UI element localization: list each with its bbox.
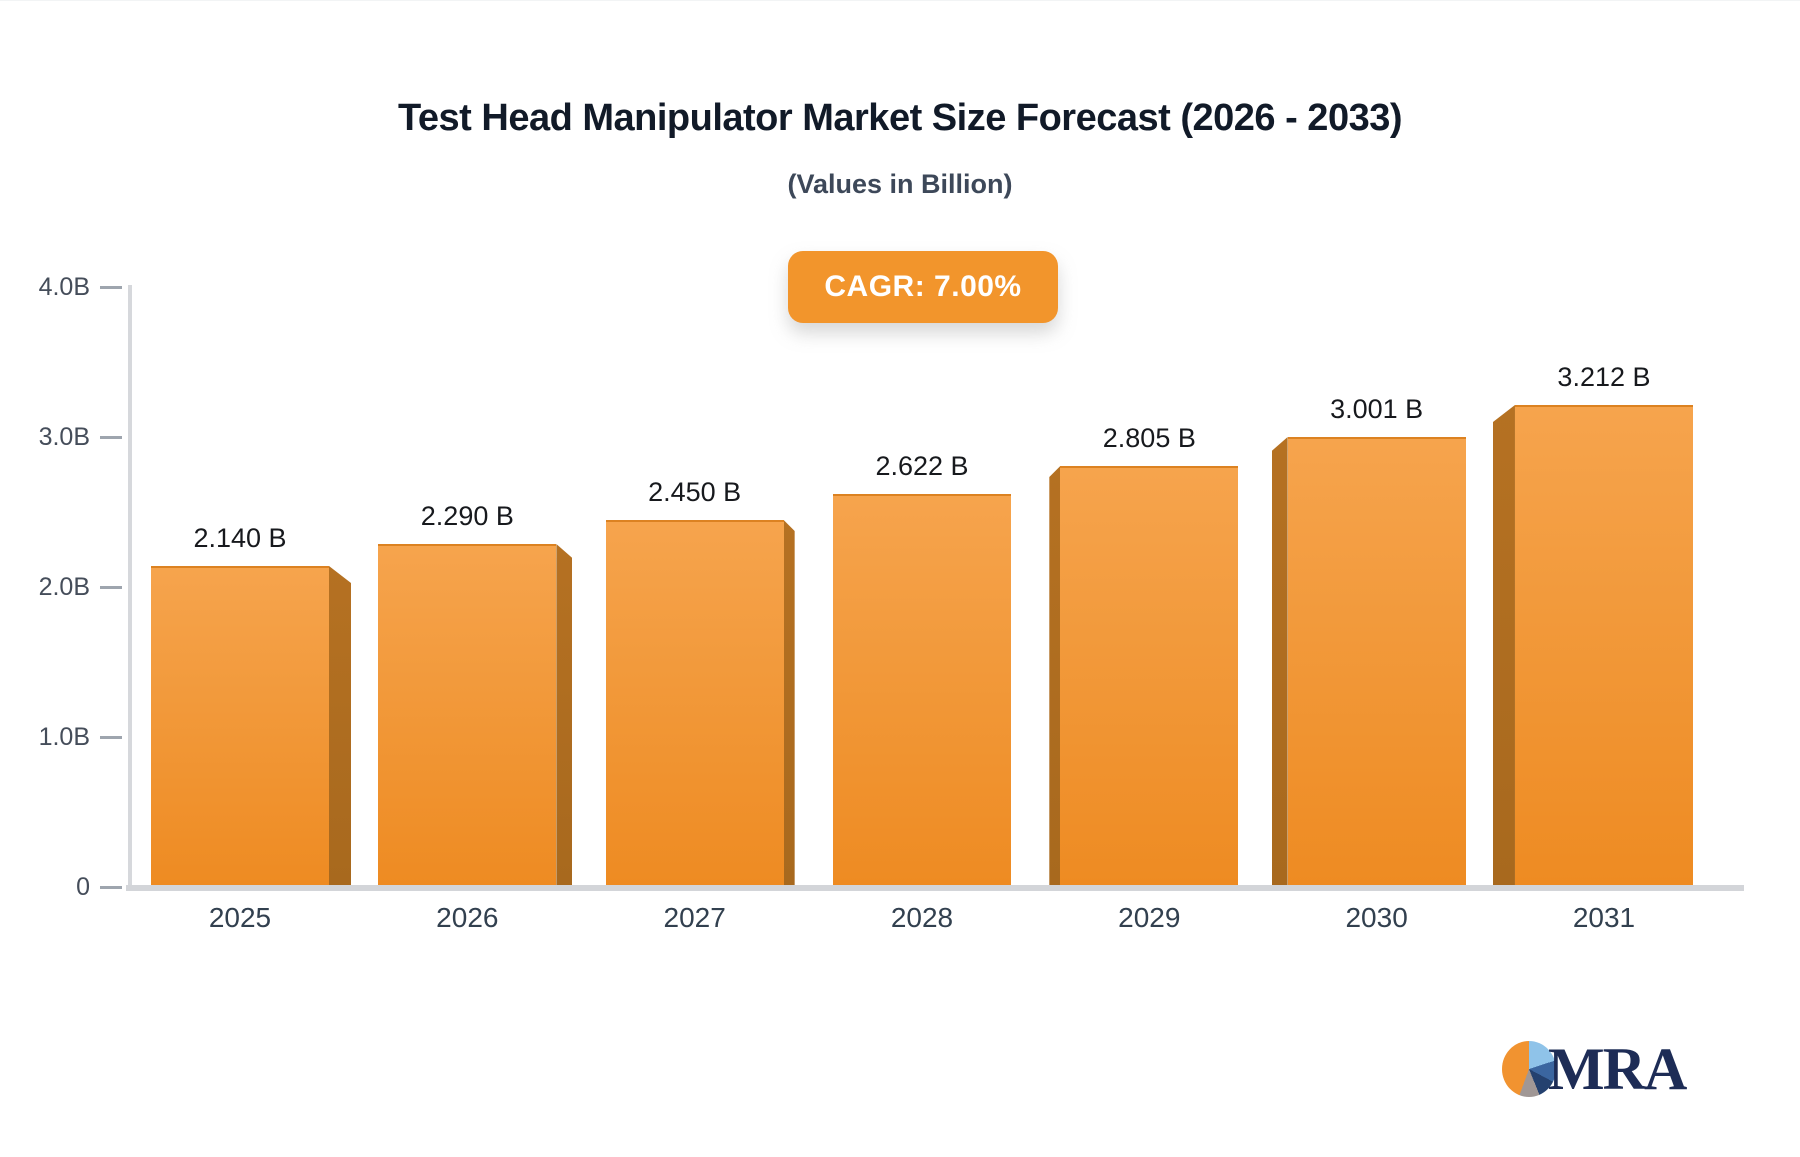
bar-year-label: 2030: [1345, 902, 1408, 933]
bar: [832, 494, 1011, 885]
bar-year-label: 2027: [663, 902, 726, 933]
bar-side-face: [1271, 437, 1288, 885]
bar-value-label: 2.805 B: [1102, 423, 1196, 453]
bar-value-label: 2.140 B: [193, 523, 287, 553]
y-tick-label: 1.0B: [38, 723, 90, 751]
bar-value-label: 2.290 B: [420, 501, 514, 531]
bar: [1060, 466, 1239, 885]
bar-value-label: 3.212 B: [1557, 362, 1651, 392]
brand-logo: MRA: [1502, 1036, 1687, 1102]
bar-year-label: 2025: [208, 902, 272, 933]
bar-year-label: 2031: [1572, 902, 1636, 933]
y-tick-label: 3.0B: [38, 423, 90, 451]
chart-subtitle: (Values in Billion): [787, 169, 1013, 199]
bar-side-face: [329, 566, 351, 885]
y-tick-label: 2.0B: [38, 573, 90, 601]
brand-logo-text: MRA: [1548, 1036, 1687, 1102]
y-axis-line: [128, 285, 132, 890]
bar: [1287, 437, 1466, 885]
y-tick: [100, 286, 122, 289]
bar: [605, 520, 784, 885]
bar-value-label: 3.001 B: [1330, 394, 1424, 424]
y-tick-label: 0: [76, 873, 90, 901]
y-tick: [100, 886, 122, 889]
bar-year-label: 2028: [890, 902, 954, 933]
cagr-badge-label: CAGR: 7.00%: [824, 270, 1022, 303]
pie-chart-logo-icon: [1502, 1041, 1556, 1097]
y-tick: [100, 586, 122, 589]
bar-value-label: 2.622 B: [875, 451, 969, 481]
bar: [1514, 405, 1693, 885]
bar: [151, 566, 329, 885]
chart-title: Test Head Manipulator Market Size Foreca…: [398, 97, 1403, 139]
bar-side-face: [1492, 405, 1515, 885]
bar-side-face: [556, 544, 573, 885]
y-tick-label: 4.0B: [38, 273, 90, 301]
bar-side-face: [1049, 466, 1061, 885]
x-axis-baseline: [126, 885, 1744, 891]
cagr-badge: CAGR: 7.00%: [788, 251, 1058, 323]
y-tick: [100, 736, 122, 739]
bar-year-label: 2026: [436, 902, 499, 933]
bar-side-face: [783, 520, 795, 885]
bar-value-label: 2.450 B: [648, 477, 742, 507]
y-tick: [100, 436, 122, 439]
bar: [378, 544, 557, 885]
bar-year-label: 2029: [1118, 902, 1181, 933]
